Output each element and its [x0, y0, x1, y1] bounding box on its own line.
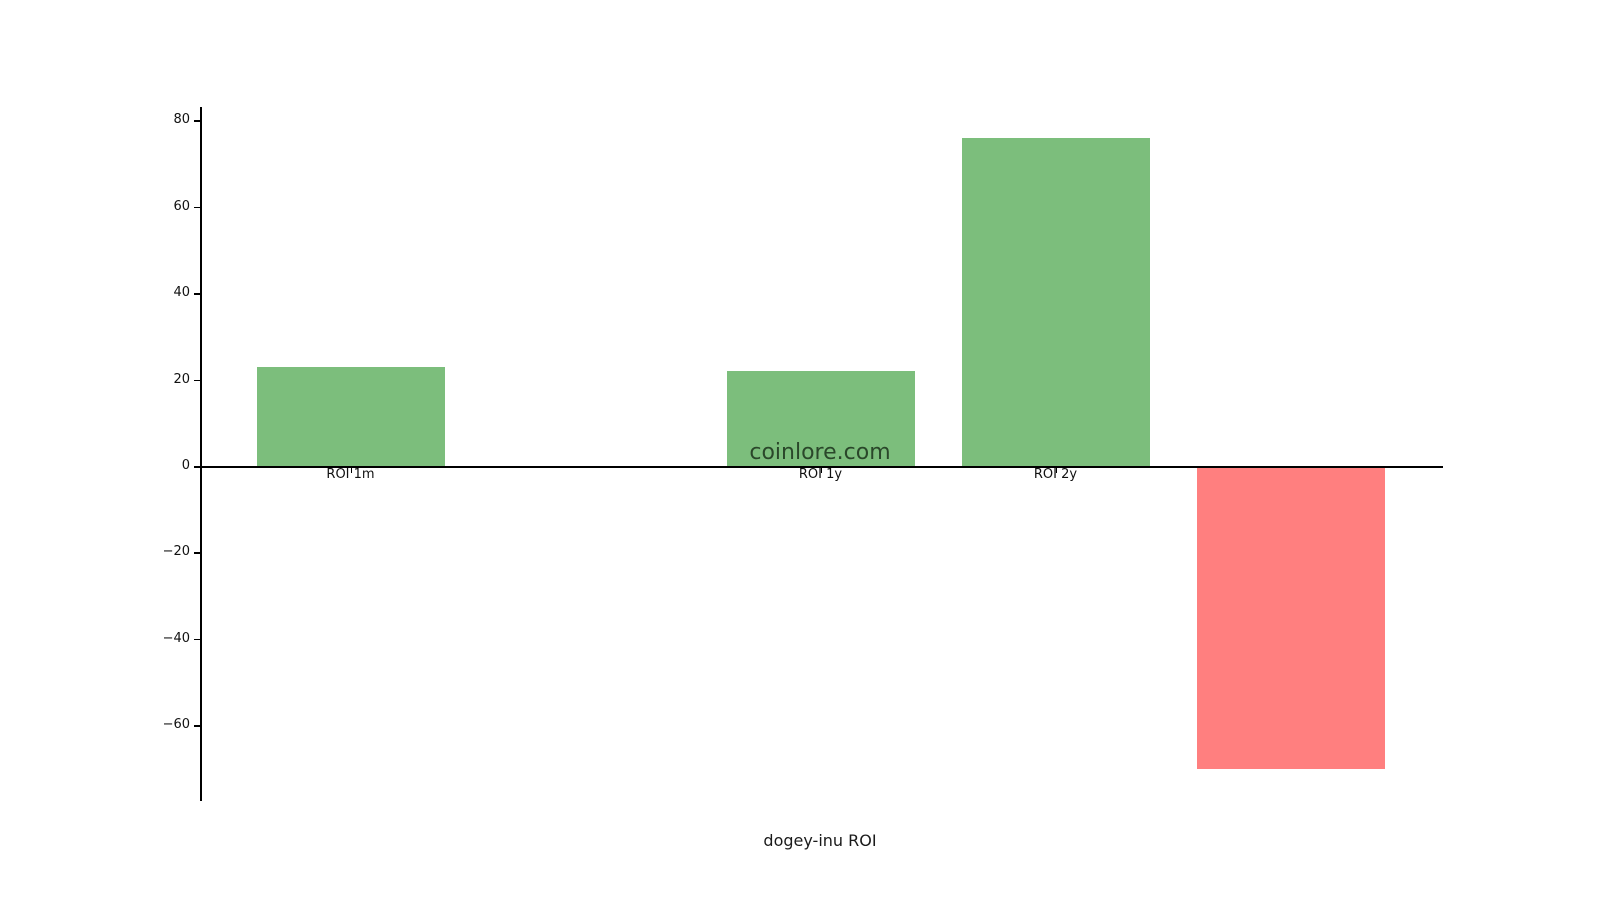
y-tick-mark: [194, 293, 200, 295]
y-tick-label: 80: [173, 112, 190, 128]
y-tick-label: 40: [173, 285, 190, 301]
y-tick-label: −40: [162, 630, 190, 646]
y-tick-mark: [194, 725, 200, 727]
bar-roi-1m: [256, 366, 445, 466]
y-tick-mark: [194, 206, 200, 209]
y-tick-mark: [194, 552, 200, 554]
watermark-text: coinlore.com: [749, 440, 891, 465]
x-tick-label: ROI 1y: [798, 467, 843, 482]
bar-unlabeled-4: [1196, 467, 1385, 770]
x-tick-mark: [1055, 467, 1057, 473]
y-tick-label: −20: [162, 544, 190, 560]
x-tick-mark: [820, 467, 822, 473]
y-tick-mark: [194, 466, 200, 468]
y-tick-mark: [194, 638, 200, 641]
x-tick-label: ROI 1m: [326, 467, 375, 482]
y-tick-label: −60: [162, 717, 190, 733]
x-tick-mark: [350, 467, 352, 473]
x-axis-zero-line: [200, 466, 1443, 468]
y-tick-label: 20: [173, 371, 190, 387]
bar-roi-1y: [726, 370, 915, 466]
y-tick-mark: [194, 120, 200, 122]
x-tick-label: ROI 2y: [1033, 467, 1078, 482]
y-tick-mark: [194, 379, 200, 382]
y-tick-label: 60: [173, 198, 190, 214]
y-axis-line: [200, 107, 202, 801]
chart-title: dogey-inu ROI: [763, 831, 877, 850]
bar-roi-2y: [961, 137, 1150, 466]
y-tick-label: 0: [181, 458, 190, 473]
